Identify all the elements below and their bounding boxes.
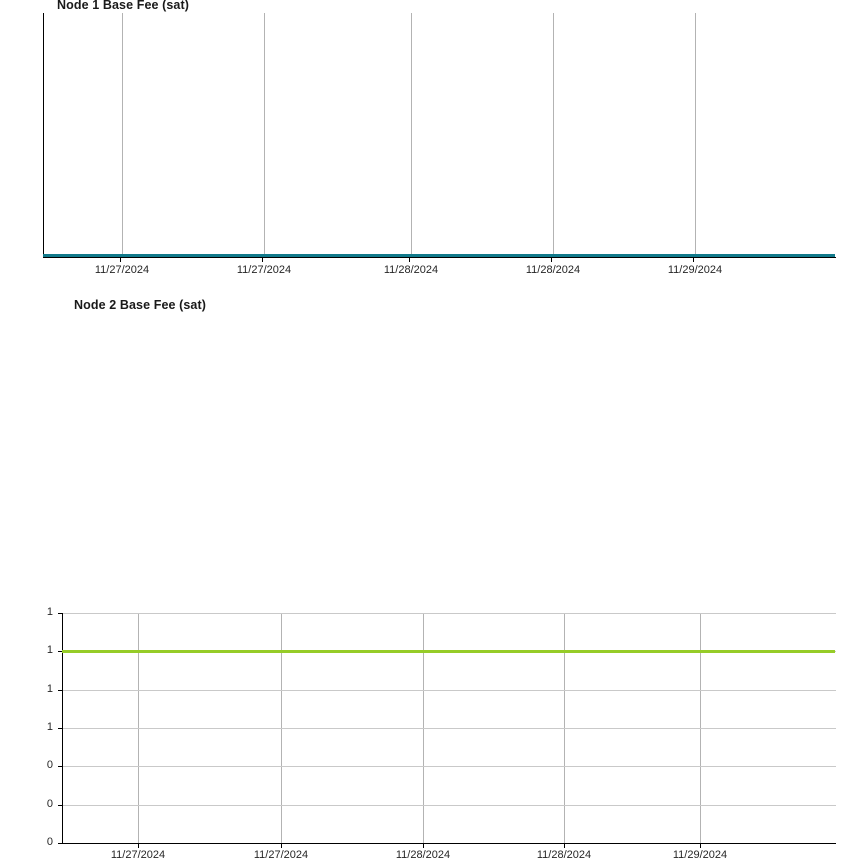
chart-1-x-tick-label-2: 11/28/2024 — [383, 264, 439, 276]
chart-2-x-tick-label-3: 11/28/2024 — [536, 849, 592, 861]
chart-2-gridline-h-0 — [63, 613, 836, 614]
chart-2-x-tick-0 — [138, 844, 139, 848]
chart-2-y-tick-label-5: 0 — [46, 798, 53, 810]
chart-1-x-tick-1 — [262, 258, 263, 262]
chart-2-y-tick-label-0: 1 — [46, 606, 53, 618]
chart-2-y-tick-3 — [58, 728, 63, 729]
chart-2-gridline-h-5 — [63, 805, 836, 806]
chart-2-gridline-h-2 — [63, 690, 836, 691]
chart-1-x-tick-3 — [551, 258, 552, 262]
chart-1-gridline-4 — [695, 13, 696, 257]
chart-2-y-tick-6 — [58, 843, 63, 844]
chart-2-x-tick-2 — [423, 844, 424, 848]
chart-panel-node-2: Node 2 Base Fee (sat) 1 1 1 1 0 0 0 11/27/2024… — [0, 295, 860, 861]
chart-1-x-tick-label-0: 11/27/2024 — [94, 264, 150, 276]
chart-2-x-axis-line — [62, 843, 836, 844]
chart-1-x-axis-line — [43, 257, 836, 258]
chart-1-gridline-1 — [264, 13, 265, 257]
chart-1-x-tick-0 — [120, 258, 121, 262]
chart-2-x-tick-label-2: 11/28/2024 — [395, 849, 451, 861]
chart-1-title: Node 1 Base Fee (sat) — [57, 0, 190, 12]
chart-2-series-line — [62, 650, 835, 653]
chart-1-x-tick-label-3: 11/28/2024 — [525, 264, 581, 276]
chart-2-x-tick-1 — [281, 844, 282, 848]
chart-1-gridline-3 — [553, 13, 554, 257]
chart-1-gridline-2 — [411, 13, 412, 257]
chart-2-x-tick-3 — [564, 844, 565, 848]
chart-1-series-line — [43, 254, 835, 257]
chart-2-plot-area — [63, 613, 836, 843]
chart-2-y-tick-2 — [58, 690, 63, 691]
chart-1-plot-area — [44, 13, 836, 257]
chart-2-y-tick-4 — [58, 766, 63, 767]
chart-1-y-axis-line — [43, 13, 44, 258]
chart-2-x-tick-label-0: 11/27/2024 — [110, 849, 166, 861]
chart-2-title: Node 2 Base Fee (sat) — [74, 298, 207, 312]
chart-1-x-tick-2 — [409, 258, 410, 262]
chart-1-x-tick-label-4: 11/29/2024 — [667, 264, 723, 276]
chart-2-x-tick-label-4: 11/29/2024 — [672, 849, 728, 861]
chart-2-y-tick-0 — [58, 613, 63, 614]
chart-2-x-tick-label-1: 11/27/2024 — [253, 849, 309, 861]
chart-2-gridline-h-3 — [63, 728, 836, 729]
chart-2-y-tick-label-4: 0 — [46, 759, 53, 771]
chart-2-gridline-h-4 — [63, 766, 836, 767]
chart-2-y-tick-label-6: 0 — [46, 836, 53, 848]
chart-2-y-tick-5 — [58, 805, 63, 806]
chart-2-y-tick-label-3: 1 — [46, 721, 53, 733]
chart-1-x-tick-4 — [693, 258, 694, 262]
chart-2-y-tick-label-1: 1 — [46, 644, 53, 656]
chart-1-gridline-0 — [122, 13, 123, 257]
chart-1-x-tick-label-1: 11/27/2024 — [236, 264, 292, 276]
chart-2-x-tick-4 — [700, 844, 701, 848]
chart-2-y-tick-label-2: 1 — [46, 683, 53, 695]
chart-panel-node-1: Node 1 Base Fee (sat) 11/27/2024 11/27/20… — [0, 0, 860, 295]
